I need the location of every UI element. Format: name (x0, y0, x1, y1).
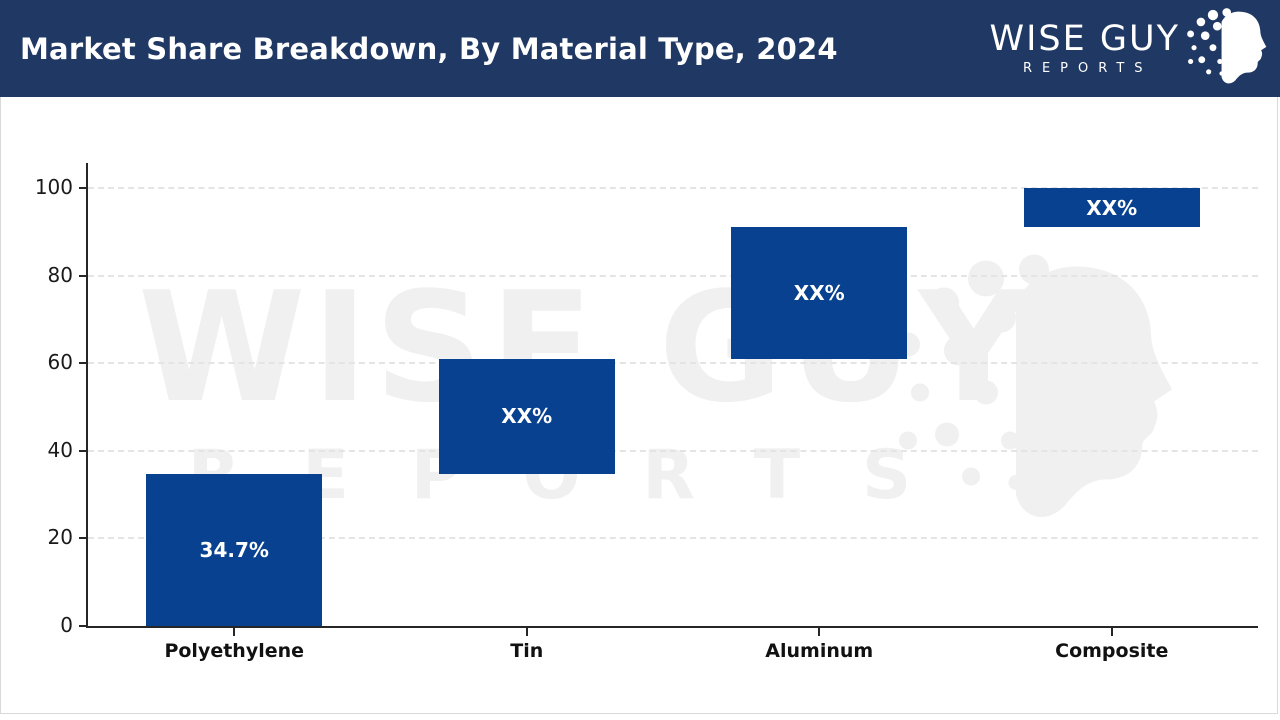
y-tick-label: 60 (47, 350, 73, 375)
logo-subtitle: REPORTS (1022, 60, 1153, 76)
x-tick-label-polyethylene: Polyethylene (164, 640, 305, 662)
header-bar: Market Share Breakdown, By Material Type… (0, 0, 1280, 97)
y-tick-label: 40 (47, 437, 73, 462)
x-tick-mark (233, 628, 236, 636)
y-tick-label: 0 (60, 613, 73, 637)
bar-polyethylene: 34.7% (146, 474, 323, 626)
y-axis-spine (86, 163, 88, 628)
gridline (88, 187, 1258, 189)
y-tick-mark (79, 449, 87, 452)
y-tick-label: 20 (47, 525, 73, 550)
gridline (88, 537, 1258, 540)
y-tick-label: 80 (47, 262, 73, 287)
gridline (88, 449, 1258, 452)
x-axis-spine (86, 626, 1258, 628)
bar-aluminum: XX% (731, 227, 908, 359)
gridline (88, 274, 1258, 277)
x-tick-label-aluminum: Aluminum (765, 640, 874, 662)
bar-tin: XX% (438, 358, 615, 474)
y-tick-label: 100 (34, 175, 73, 199)
y-tick-mark (79, 274, 87, 277)
x-tick-mark (525, 628, 528, 636)
wise-guy-logo: WISE GUY REPORTS (989, 7, 1280, 91)
y-tick-mark (79, 537, 87, 540)
bar-composite: XX% (1023, 188, 1200, 228)
y-tick-mark (79, 625, 87, 627)
y-tick-mark (79, 362, 87, 365)
x-tick-mark (818, 628, 821, 636)
page-title: Market Share Breakdown, By Material Type… (20, 31, 838, 66)
y-tick-mark (79, 187, 87, 189)
bar-value-label: XX% (501, 404, 553, 429)
watermark-head-icon (896, 254, 1172, 517)
logo-text: WISE GUY REPORTS (989, 18, 1180, 76)
bar-value-label: XX% (793, 281, 845, 306)
logo-wordmark: WISE GUY (989, 18, 1180, 59)
logo-head-icon (1187, 7, 1267, 83)
gridline (88, 362, 1258, 365)
x-tick-label-tin: Tin (510, 640, 544, 662)
x-tick-label-composite: Composite (1055, 640, 1169, 662)
x-tick-mark (1110, 628, 1113, 636)
bar-value-label: XX% (1086, 195, 1138, 220)
bar-value-label: 34.7% (199, 537, 269, 562)
